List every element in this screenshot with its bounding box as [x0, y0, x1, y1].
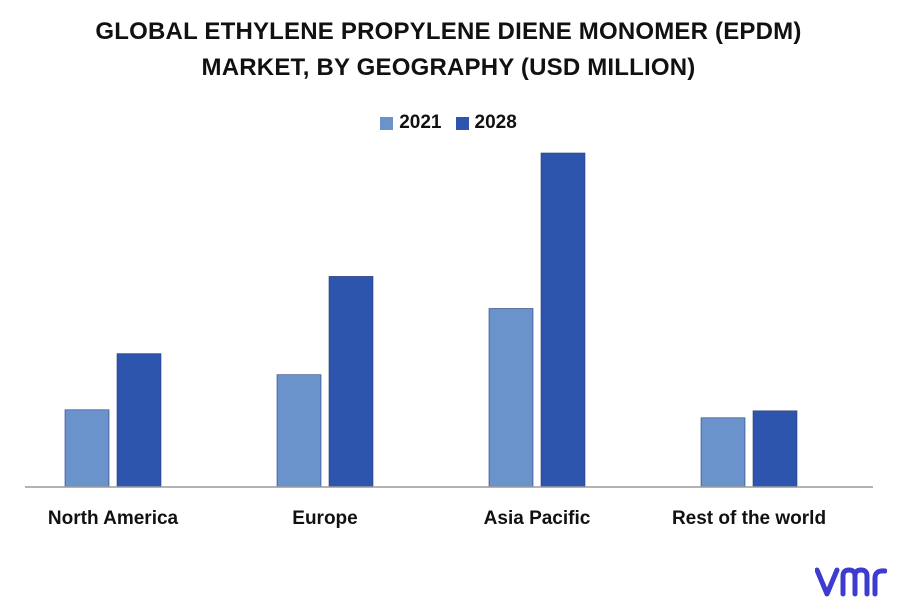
bar-asia-pacific-2021 — [488, 308, 534, 488]
vmr-logo-icon — [815, 567, 887, 597]
bar-europe-2021 — [276, 374, 322, 488]
bars-group — [64, 152, 798, 488]
legend-item-2021: 2021 — [380, 112, 442, 134]
x-axis-labels: North America Europe Asia Pacific Rest of t… — [48, 508, 826, 529]
bar-north-america-2028 — [116, 353, 162, 488]
bar-europe-2028 — [328, 276, 374, 488]
legend-swatch-2028 — [455, 116, 469, 130]
chart-title: GLOBAL ETHYLENE PROPYLENE DIENE MONOMER … — [0, 14, 897, 86]
bar-rest-of-the-world-2028 — [752, 410, 798, 488]
bar-rest-of-the-world-2021 — [700, 417, 746, 488]
legend-label-2028: 2028 — [474, 112, 517, 133]
legend-label-2021: 2021 — [399, 112, 442, 133]
x-tick-label-europe: Europe — [292, 508, 357, 529]
x-tick-label-rest-of-the-world: Rest of the world — [672, 508, 826, 529]
x-tick-label-north-america: North America — [48, 508, 179, 529]
bar-asia-pacific-2028 — [540, 152, 586, 488]
chart-title-line-1: GLOBAL ETHYLENE PROPYLENE DIENE MONOMER … — [95, 18, 802, 45]
bar-north-america-2021 — [64, 409, 110, 488]
chart-title-line-2: MARKET, BY GEOGRAPHY (USD MILLION) — [201, 54, 696, 81]
legend-item-2028: 2028 — [455, 112, 517, 134]
chart-legend: 2021 2028 — [0, 112, 897, 134]
legend-swatch-2021 — [380, 116, 394, 130]
x-tick-label-asia-pacific: Asia Pacific — [484, 508, 591, 529]
